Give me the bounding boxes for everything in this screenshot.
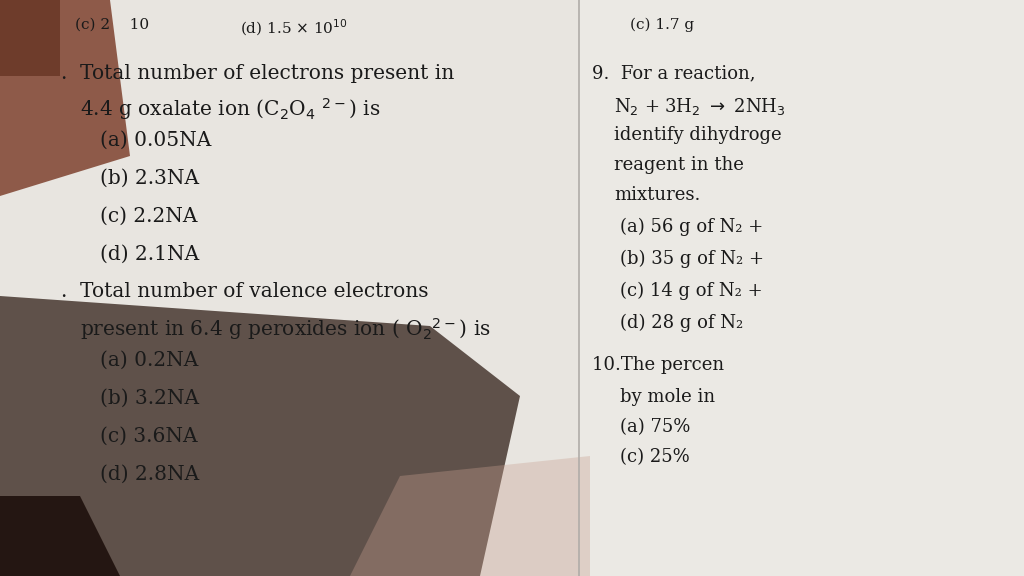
Text: (d) 2.1NA: (d) 2.1NA xyxy=(100,245,200,264)
Polygon shape xyxy=(0,0,130,196)
Text: 10.The percen: 10.The percen xyxy=(592,356,724,374)
Text: (c) 3.6NA: (c) 3.6NA xyxy=(100,427,198,446)
Text: (c) 2    10: (c) 2 10 xyxy=(75,18,150,32)
Text: (b) 35 g of N₂ +: (b) 35 g of N₂ + xyxy=(620,250,764,268)
Text: (a) 0.2NA: (a) 0.2NA xyxy=(100,351,199,370)
Text: 9.  For a reaction,: 9. For a reaction, xyxy=(592,64,756,82)
Text: (d) 2.8NA: (d) 2.8NA xyxy=(100,465,200,484)
Text: present in 6.4 g peroxides ion ( O$_2$$^{2-}$) is: present in 6.4 g peroxides ion ( O$_2$$^… xyxy=(80,316,490,342)
Text: reagent in the: reagent in the xyxy=(614,156,743,174)
Text: (c) 14 g of N₂ +: (c) 14 g of N₂ + xyxy=(620,282,763,300)
Polygon shape xyxy=(0,296,520,576)
Text: (a) 75%: (a) 75% xyxy=(620,418,690,436)
Text: 4.4 g oxalate ion (C$_2$O$_4$ $^{2-}$) is: 4.4 g oxalate ion (C$_2$O$_4$ $^{2-}$) i… xyxy=(80,96,380,122)
Text: (a) 0.05NA: (a) 0.05NA xyxy=(100,131,211,150)
Text: (d) 28 g of N₂: (d) 28 g of N₂ xyxy=(620,314,743,332)
Text: Total number of electrons present in: Total number of electrons present in xyxy=(80,64,455,83)
Text: (c) 25%: (c) 25% xyxy=(620,448,690,466)
Text: .: . xyxy=(60,64,67,83)
Text: identify dihydroge: identify dihydroge xyxy=(614,126,781,144)
Polygon shape xyxy=(0,0,60,76)
Polygon shape xyxy=(350,456,590,576)
Polygon shape xyxy=(0,496,120,576)
Text: (c) 2.2NA: (c) 2.2NA xyxy=(100,207,198,226)
Text: (a) 56 g of N₂ +: (a) 56 g of N₂ + xyxy=(620,218,763,236)
Text: (b) 3.2NA: (b) 3.2NA xyxy=(100,389,199,408)
Text: Total number of valence electrons: Total number of valence electrons xyxy=(80,282,428,301)
Text: mixtures.: mixtures. xyxy=(614,186,700,204)
Text: by mole in: by mole in xyxy=(620,388,715,406)
Text: (b) 2.3NA: (b) 2.3NA xyxy=(100,169,199,188)
Text: N$_2$ + 3H$_2$ $\rightarrow$ 2NH$_3$: N$_2$ + 3H$_2$ $\rightarrow$ 2NH$_3$ xyxy=(614,96,785,117)
Text: (c) 1.7 g: (c) 1.7 g xyxy=(630,18,694,32)
Text: (d) 1.5 $\times$ 10$^{10}$: (d) 1.5 $\times$ 10$^{10}$ xyxy=(240,18,348,39)
FancyBboxPatch shape xyxy=(0,0,579,576)
FancyBboxPatch shape xyxy=(579,0,1024,576)
Text: .: . xyxy=(60,282,67,301)
